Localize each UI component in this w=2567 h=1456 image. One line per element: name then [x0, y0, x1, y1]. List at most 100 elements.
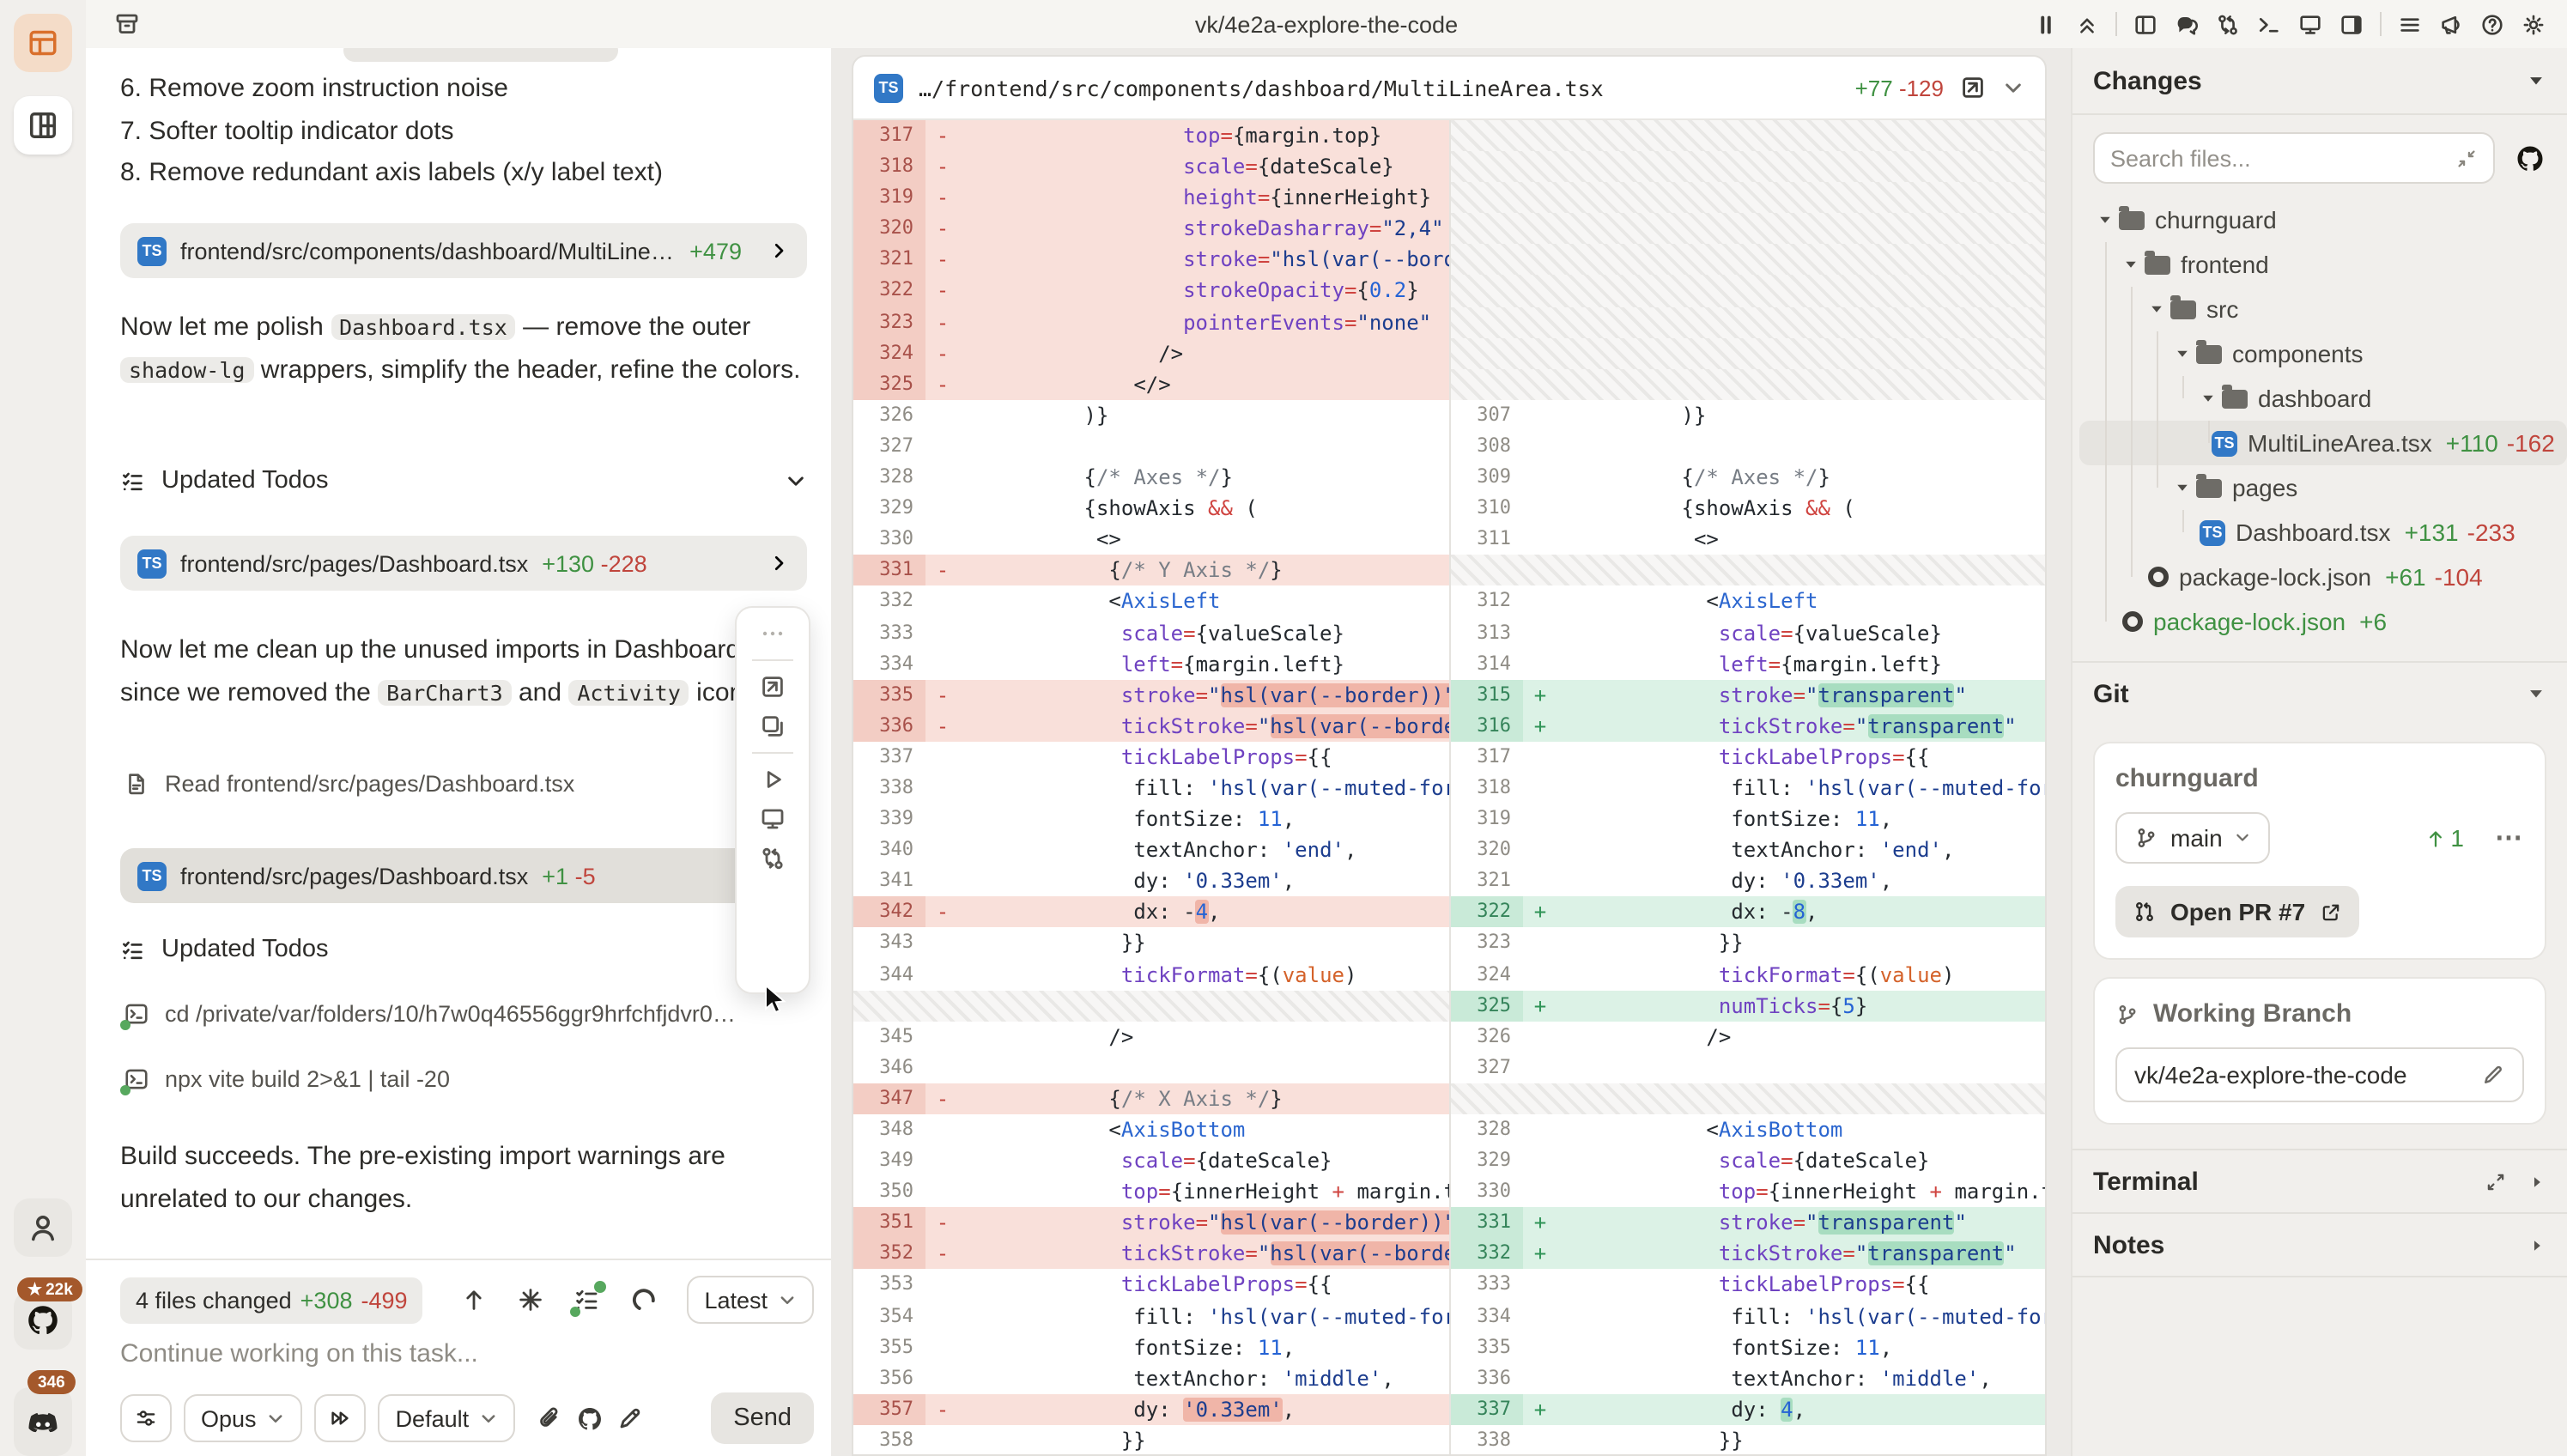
collapse-section-icon[interactable] — [2526, 683, 2546, 704]
play-icon[interactable] — [759, 766, 786, 793]
working-branch-input[interactable]: vk/4e2a-explore-the-code — [2115, 1047, 2524, 1102]
file-change-chip[interactable]: TSfrontend/src/pages/Dashboard.tsx+1 -5 — [120, 848, 807, 903]
updated-todos-header[interactable]: Updated Todos — [120, 936, 807, 963]
files-changed-chip[interactable]: 4 files changed +308 -499 — [120, 1277, 423, 1323]
tree-item-package-lock-json[interactable]: package-lock.json+61-104 — [2093, 555, 2546, 599]
mode-label: Default — [396, 1405, 470, 1431]
github-sync-icon[interactable] — [2514, 142, 2546, 174]
diff-old-column[interactable]: 317- top={margin.top}318- scale={dateSca… — [853, 120, 1449, 1454]
line-number: 335 — [853, 679, 925, 710]
diff-line: 337+ dy: 4, — [1451, 1394, 2047, 1425]
terminal-command-row[interactable]: npx vite build 2>&1 | tail -20 — [124, 1066, 804, 1092]
tool-call-row[interactable]: Read frontend/src/pages/Dashboard.tsx — [124, 771, 804, 797]
terminal-section-header[interactable]: Terminal — [2072, 1149, 2567, 1212]
fast-forward-button[interactable] — [315, 1394, 367, 1442]
diff-new-column[interactable]: 307 )}308309 {/* Axes */}310 {showAxis &… — [1449, 120, 2047, 1454]
diff-sign — [925, 742, 960, 773]
archive-icon[interactable] — [113, 10, 141, 38]
diff-sign — [925, 804, 960, 834]
todo-list-item: 6. Remove zoom instruction noise — [120, 67, 804, 110]
megaphone-icon[interactable] — [2438, 11, 2464, 37]
model-dropdown[interactable]: Opus — [184, 1394, 303, 1442]
settings-sliders-button[interactable] — [120, 1394, 172, 1442]
expand-section-icon[interactable] — [2528, 1235, 2546, 1254]
mode-dropdown[interactable]: Default — [379, 1394, 516, 1442]
chevron-down-icon — [267, 1409, 286, 1428]
panel-right-icon[interactable] — [2339, 11, 2364, 37]
github-context-icon[interactable] — [575, 1404, 604, 1433]
file-change-chip[interactable]: TSfrontend/src/pages/Dashboard.tsx+130 -… — [120, 536, 807, 591]
app-window: ★22k 346 vk/4e2a-explore-the-code 6. Rem… — [0, 0, 2567, 1456]
expand-icon[interactable] — [2485, 1170, 2507, 1192]
open-in-editor-icon[interactable] — [1959, 74, 1987, 101]
chat-icon[interactable] — [2174, 11, 2200, 37]
line-number: 321 — [1451, 866, 1523, 897]
discord-button[interactable] — [14, 1387, 72, 1456]
git-compare-icon[interactable] — [759, 845, 786, 872]
menu-icon[interactable] — [2397, 11, 2423, 37]
spark-icon[interactable] — [518, 1286, 545, 1313]
sign-icon[interactable] — [616, 1404, 644, 1432]
chevrons-up-icon[interactable] — [2074, 11, 2100, 37]
tree-item-pages[interactable]: pages — [2093, 465, 2546, 510]
scroll-top-icon[interactable] — [461, 1286, 489, 1313]
diff-sign — [925, 493, 960, 524]
search-files-input[interactable]: Search files... — [2093, 132, 2495, 184]
gear-icon[interactable] — [2521, 11, 2546, 37]
file-change-chip[interactable]: TSfrontend/src/components/dashboard/Mult… — [120, 223, 807, 278]
working-branch-label: Working Branch — [2153, 999, 2352, 1028]
monitor-icon[interactable] — [2297, 11, 2323, 37]
code-text: fontSize: 11, — [1557, 804, 2047, 834]
board-view-button[interactable] — [14, 96, 72, 155]
diff-line — [1451, 306, 2047, 337]
open-pr-button[interactable]: Open PR #7 — [2115, 886, 2358, 937]
changes-section-header[interactable]: Changes — [2093, 48, 2546, 113]
additions-count: +6 — [2359, 608, 2387, 635]
panel-left-icon[interactable] — [2133, 11, 2158, 37]
layout-view-button[interactable] — [14, 14, 72, 72]
git-section-header[interactable]: Git — [2072, 661, 2567, 725]
json-file-icon — [2122, 611, 2143, 632]
tree-item-dashboard[interactable]: dashboard — [2093, 376, 2546, 421]
line-number: 325 — [1451, 990, 1523, 1021]
diff-sign — [1523, 1270, 1557, 1301]
tree-item-multilinearea-tsx[interactable]: TSMultiLineArea.tsx+110-162 — [2079, 421, 2567, 465]
dots-icon[interactable] — [759, 620, 786, 647]
terminal-icon — [124, 1001, 149, 1027]
diff-file-path[interactable]: …/frontend/src/components/dashboard/Mult… — [919, 75, 1604, 100]
tree-guide-line — [2182, 510, 2184, 532]
send-button[interactable]: Send — [711, 1392, 814, 1444]
tree-item-churnguard[interactable]: churnguard — [2093, 197, 2546, 242]
todos-status-icon[interactable] — [574, 1286, 602, 1313]
folder-chevron-icon — [2200, 390, 2217, 407]
tree-item-src[interactable]: src — [2093, 287, 2546, 331]
attach-icon[interactable] — [536, 1404, 563, 1432]
monitor-icon[interactable] — [759, 805, 786, 833]
tree-item-package-lock-json[interactable]: package-lock.json+6 — [2093, 599, 2546, 644]
tree-item-dashboard-tsx[interactable]: TSDashboard.tsx+131-233 — [2093, 510, 2546, 555]
edit-icon[interactable] — [2481, 1063, 2505, 1087]
git-compare-icon[interactable] — [2215, 11, 2241, 37]
copy-icon[interactable] — [759, 713, 786, 740]
account-button[interactable] — [14, 1198, 72, 1257]
tree-item-components[interactable]: components — [2093, 331, 2546, 376]
expand-section-icon[interactable] — [2528, 1172, 2546, 1191]
terminal-command-row[interactable]: cd /private/var/folders/10/h7w0q46556ggr… — [124, 1001, 804, 1027]
collapse-section-icon[interactable] — [2526, 70, 2546, 91]
line-number: 357 — [853, 1394, 925, 1425]
collapse-diff-icon[interactable] — [2002, 76, 2024, 99]
tree-item-frontend[interactable]: frontend — [2093, 242, 2546, 287]
line-number: 328 — [1451, 1114, 1523, 1145]
annotate-icon[interactable] — [759, 673, 786, 701]
line-number: 307 — [1451, 400, 1523, 431]
updated-todos-header[interactable]: Updated Todos — [120, 467, 807, 494]
terminal-icon[interactable] — [2256, 11, 2282, 37]
collapse-tree-icon[interactable] — [2455, 147, 2478, 169]
notes-section-header[interactable]: Notes — [2072, 1212, 2567, 1277]
repo-menu-button[interactable]: ⋯ — [2495, 821, 2524, 855]
help-icon[interactable] — [2479, 11, 2505, 37]
version-dropdown[interactable]: Latest — [687, 1276, 814, 1324]
message-input[interactable]: Continue working on this task... — [120, 1339, 478, 1368]
pause-icon[interactable] — [2033, 11, 2059, 37]
branch-selector[interactable]: main — [2115, 812, 2271, 864]
